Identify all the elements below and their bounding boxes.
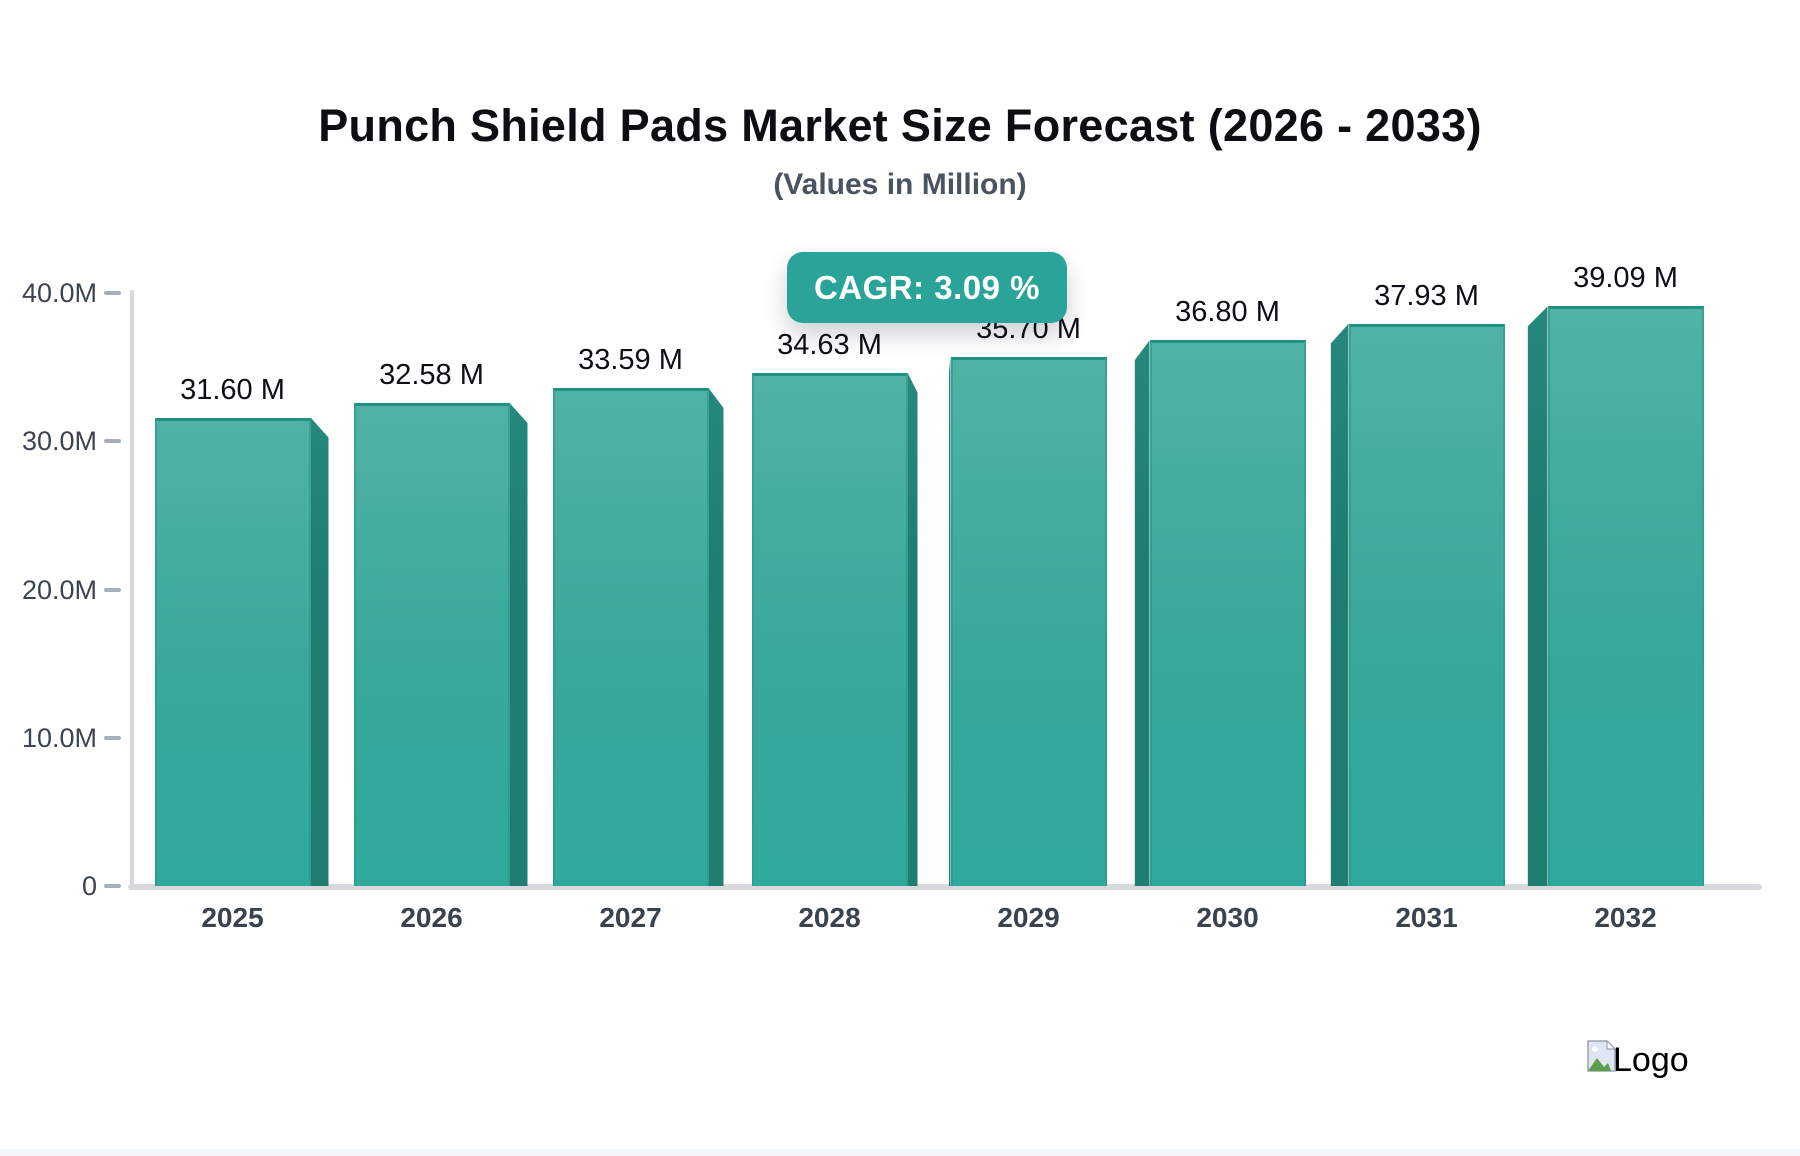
bar-2025[interactable] (154, 417, 311, 886)
bar-2028[interactable] (751, 372, 908, 886)
chart-subtitle: (Values in Million) (773, 168, 1027, 201)
logo-alt-text: Logo (1613, 1041, 1689, 1079)
bar-side-panel-2029 (948, 356, 951, 886)
bar-side-panel-2025 (310, 417, 329, 886)
bar-2031[interactable] (1348, 323, 1505, 886)
x-axis-line (128, 884, 1762, 890)
y-axis-tick-label: 40.0M (21, 278, 97, 308)
y-axis-tick-label: 30.0M (21, 426, 97, 457)
cagr-badge: CAGR: 3.09 % (787, 252, 1067, 323)
x-axis-label-2025: 2025 (201, 902, 264, 933)
bar-side-panel-2030 (1134, 340, 1150, 886)
y-axis-tick-label: 10.0M (21, 722, 97, 753)
chart-title: Punch Shield Pads Market Size Forecast (… (318, 100, 1482, 151)
y-axis-tick-mark (104, 439, 121, 444)
bar-2032[interactable] (1547, 306, 1704, 886)
logo: Logo (1583, 1038, 1689, 1079)
bar-side-panel-2026 (509, 403, 528, 886)
x-axis-label-2030: 2030 (1196, 902, 1259, 933)
bottom-strip (0, 1149, 1800, 1156)
bar-side-panel-2031 (1330, 323, 1349, 886)
bar-side-panel-2027 (708, 388, 724, 886)
x-axis-label-2027: 2027 (599, 902, 662, 933)
x-axis-label-2032: 2032 (1594, 902, 1657, 933)
y-axis-tick-mark (104, 735, 121, 740)
x-axis-label-2029: 2029 (997, 902, 1060, 933)
bar-value-label-2030: 36.80 M (1175, 296, 1280, 329)
y-axis-tick-mark (104, 291, 121, 295)
bar-value-label-2026: 32.58 M (379, 359, 484, 391)
bar-2026[interactable] (353, 403, 510, 886)
bar-value-label-2025: 31.60 M (180, 373, 285, 406)
bar-2027[interactable] (552, 388, 709, 886)
bar-value-label-2028: 34.63 M (777, 328, 882, 361)
y-axis-tick-label: 20.0M (21, 574, 97, 605)
x-axis-label-2026: 2026 (400, 902, 463, 933)
bar-2030[interactable] (1149, 340, 1306, 886)
bar-value-label-2027: 33.59 M (578, 344, 683, 377)
bar-side-panel-2028 (907, 372, 918, 886)
y-axis-tick-mark (104, 587, 121, 592)
bar-side-panel-2032 (1527, 306, 1548, 886)
broken-image-icon (1583, 1038, 1619, 1079)
y-axis-tick-mark (104, 884, 121, 888)
bar-value-label-2032: 39.09 M (1573, 262, 1678, 295)
y-axis-line (130, 290, 134, 886)
bar-2029[interactable] (950, 356, 1107, 886)
bar-value-label-2031: 37.93 M (1374, 279, 1479, 312)
x-axis-label-2031: 2031 (1395, 902, 1458, 933)
y-axis-tick-label: 0 (81, 871, 97, 901)
x-axis-label-2028: 2028 (798, 902, 861, 933)
